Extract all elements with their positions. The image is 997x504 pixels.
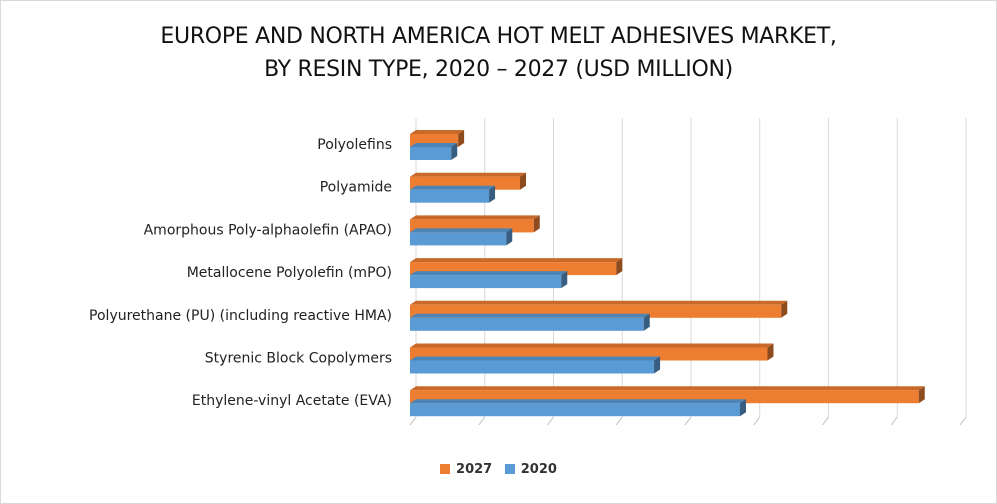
bar-top-2020-4 [410, 271, 568, 276]
legend-swatch-2027 [440, 464, 451, 474]
legend-label-2020: 2020 [520, 462, 557, 477]
bar-end-2027-7 [918, 386, 925, 404]
bar-end-2020-1 [451, 143, 458, 160]
floor-tick-5 [753, 416, 761, 426]
category-label-7: Ethylene-vinyl Acetate (EVA) [192, 393, 392, 409]
chart-title-line-1: EUROPE AND NORTH AMERICA HOT MELT ADHESI… [160, 24, 837, 49]
bar-2020-2 [410, 189, 490, 203]
bar-end-2020-3 [506, 228, 513, 246]
bar-end-2020-6 [654, 356, 661, 374]
bar-2020-6 [410, 360, 655, 374]
bar-end-2027-4 [616, 258, 623, 276]
bar-2020-1 [410, 147, 452, 160]
bar-end-2027-6 [767, 343, 774, 361]
floor-tick-4 [684, 416, 692, 426]
category-label-4: Metallocene Polyolefin (mPO) [187, 265, 392, 281]
bar-end-2020-7 [740, 399, 746, 417]
floor-tick-8 [959, 416, 967, 426]
legend-swatch-2020 [504, 464, 515, 474]
bar-top-2027-7 [410, 386, 925, 391]
chart-title: EUROPE AND NORTH AMERICA HOT MELT ADHESI… [0, 20, 997, 86]
bar-top-2020-5 [410, 313, 650, 318]
bar-2020-4 [410, 275, 562, 289]
bar-top-2020-3 [410, 228, 513, 233]
bar-end-2020-4 [561, 271, 568, 289]
legend-label-2027: 2027 [456, 462, 493, 477]
category-label-1: Polyolefins [317, 137, 392, 153]
chart-title-line-2: BY RESIN TYPE, 2020 – 2027 (USD MILLION) [264, 57, 733, 82]
chart-legend: 2027 2020 [0, 462, 997, 477]
category-label-6: Styrenic Block Copolymers [205, 351, 392, 367]
legend-item-2027: 2027 [440, 462, 492, 477]
bar-top-2027-3 [410, 215, 540, 220]
bar-2020-5 [410, 317, 644, 331]
category-label-3: Amorphous Poly-alphaolefin (APAO) [144, 222, 392, 238]
bar-top-2020-1 [410, 143, 458, 147]
category-label-5: Polyurethane (PU) (including reactive HM… [89, 308, 392, 324]
bar-end-2027-1 [458, 130, 465, 147]
bar-top-2020-2 [410, 185, 496, 190]
floor-tick-2 [547, 416, 554, 426]
bar-top-2020-7 [410, 399, 746, 404]
floor-tick-3 [615, 416, 623, 426]
bar-end-2020-2 [489, 185, 496, 203]
bar-end-2027-5 [781, 300, 788, 318]
bar-end-2027-3 [533, 215, 540, 233]
bar-2020-3 [410, 232, 507, 246]
bar-2020-7 [410, 403, 740, 417]
floor-tick-0 [409, 416, 417, 426]
bar-end-2027-2 [520, 172, 526, 190]
category-label-2: Polyamide [320, 180, 392, 196]
floor-tick-7 [890, 416, 898, 426]
floor-tick-1 [478, 416, 486, 426]
bar-top-2027-6 [410, 343, 774, 348]
bar-top-2027-1 [410, 130, 465, 134]
bar-end-2020-5 [643, 313, 650, 331]
bar-top-2027-4 [410, 258, 623, 263]
bar-top-2020-6 [410, 356, 661, 361]
legend-item-2020: 2020 [504, 462, 557, 477]
bar-top-2027-5 [410, 300, 788, 305]
floor-tick-6 [822, 416, 829, 426]
bar-top-2027-2 [410, 172, 526, 177]
